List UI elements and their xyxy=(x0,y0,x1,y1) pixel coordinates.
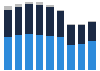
Bar xyxy=(57,11,64,37)
Bar xyxy=(67,24,75,25)
Bar xyxy=(46,36,54,70)
Bar xyxy=(25,4,33,34)
Bar xyxy=(36,35,43,70)
Bar xyxy=(78,44,85,70)
Bar xyxy=(67,25,75,45)
Bar xyxy=(57,10,64,11)
Bar xyxy=(4,10,12,37)
Bar xyxy=(15,4,22,7)
Bar xyxy=(88,41,96,70)
Bar xyxy=(36,2,43,5)
Bar xyxy=(46,5,54,7)
Bar xyxy=(4,37,12,70)
Bar xyxy=(78,24,85,25)
Bar xyxy=(67,45,75,70)
Bar xyxy=(36,5,43,35)
Bar xyxy=(15,36,22,70)
Bar xyxy=(4,6,12,10)
Bar xyxy=(88,22,96,41)
Bar xyxy=(15,7,22,36)
Bar xyxy=(78,25,85,44)
Bar xyxy=(46,7,54,36)
Bar xyxy=(25,2,33,4)
Bar xyxy=(88,21,96,22)
Bar xyxy=(57,37,64,70)
Bar xyxy=(25,34,33,70)
